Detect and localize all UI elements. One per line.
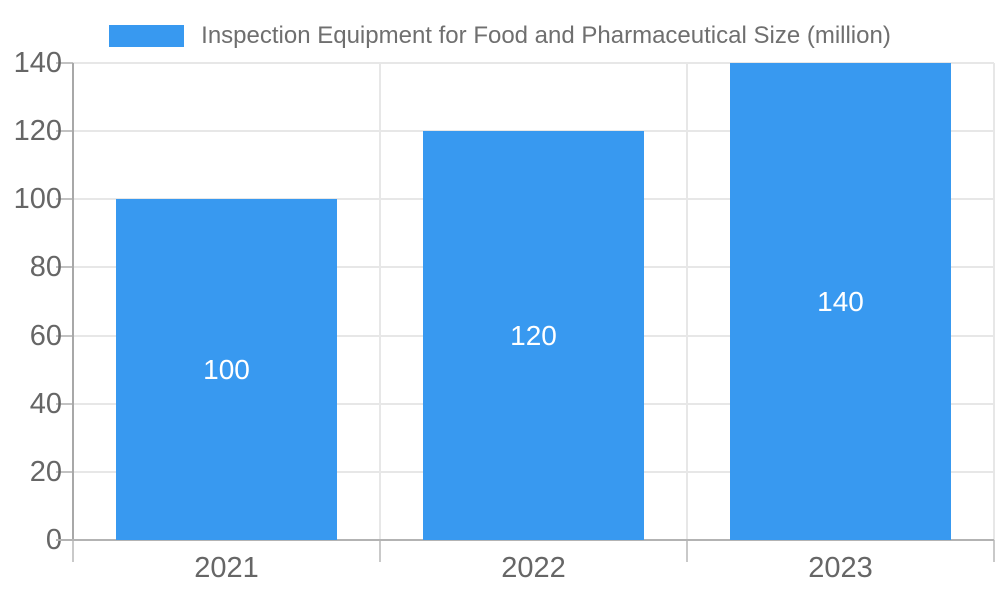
y-axis-tick-label: 60 [29,319,62,352]
bar-2023 [730,63,951,540]
horizontal-gridline [73,62,994,64]
y-axis-tick [56,470,73,473]
bar-value-label: 120 [510,319,557,351]
bar-2021 [116,199,337,540]
legend-swatch [109,25,185,47]
x-axis-tick [72,540,74,562]
bar-value-label: 100 [203,353,250,385]
x-axis-tick [379,540,381,562]
x-axis-tick [686,540,688,562]
x-axis-tick-label: 2023 [808,552,873,584]
y-axis-tick [56,130,73,133]
legend: Inspection Equipment for Food and Pharma… [0,22,1000,50]
vertical-gridline [379,63,381,540]
x-axis-tick-label: 2022 [501,552,566,584]
y-axis-tick-label: 140 [13,47,62,79]
y-axis-tick-label: 80 [29,251,62,284]
y-axis-tick-label: 100 [13,183,62,216]
y-axis-tick-label: 40 [29,387,62,420]
x-axis-tick [993,540,995,562]
y-axis-tick [56,266,73,269]
y-axis-tick [56,198,73,201]
bar-value-label: 140 [817,285,864,317]
legend-label: Inspection Equipment for Food and Pharma… [201,22,891,49]
y-axis-tick-label: 0 [45,524,62,556]
y-axis-line [72,63,74,540]
vertical-gridline [686,63,688,540]
y-axis-tick [56,402,73,405]
y-axis-tick [56,334,73,337]
y-axis-tick [56,62,73,64]
bar-2022 [423,131,644,540]
x-axis-line [56,539,994,541]
y-axis-tick-label: 120 [13,115,62,148]
x-axis-tick-label: 2021 [194,552,259,584]
y-axis-tick-label: 20 [29,455,62,488]
vertical-gridline [993,63,995,540]
